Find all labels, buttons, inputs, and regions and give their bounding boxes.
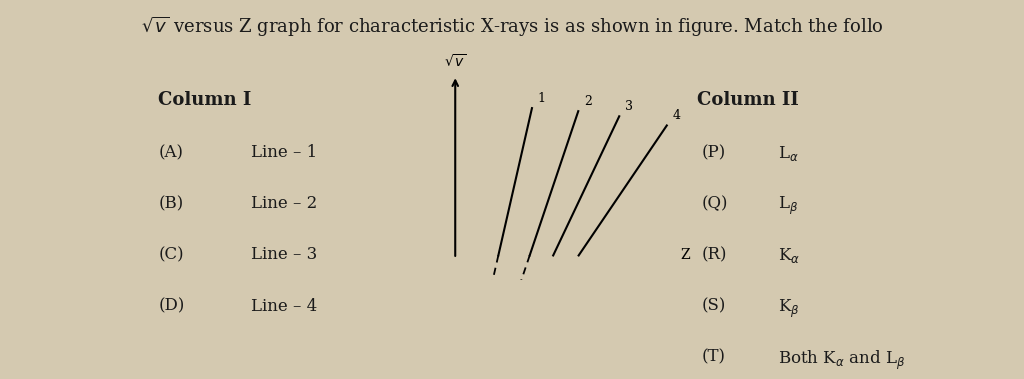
Text: (D): (D) <box>159 298 185 315</box>
Text: Line – 3: Line – 3 <box>251 246 317 263</box>
Text: 3: 3 <box>625 100 633 113</box>
Text: (A): (A) <box>159 144 183 161</box>
Text: L$_\beta$: L$_\beta$ <box>778 195 799 218</box>
Text: 1: 1 <box>538 92 546 105</box>
Text: L$_\alpha$: L$_\alpha$ <box>778 144 799 163</box>
Text: $\sqrt{v}$: $\sqrt{v}$ <box>444 53 467 70</box>
Text: K$_\alpha$: K$_\alpha$ <box>778 246 801 265</box>
Text: Both K$_\alpha$ and L$_\beta$: Both K$_\alpha$ and L$_\beta$ <box>778 349 906 372</box>
Text: 4: 4 <box>673 109 681 122</box>
Text: (C): (C) <box>159 246 184 263</box>
Text: Column I: Column I <box>158 91 252 109</box>
Text: Line – 1: Line – 1 <box>251 144 317 161</box>
Text: $\sqrt{v}$ versus Z graph for characteristic X-rays is as shown in figure. Match: $\sqrt{v}$ versus Z graph for characteri… <box>140 15 884 39</box>
Text: Line – 2: Line – 2 <box>251 195 317 212</box>
Text: 2: 2 <box>584 95 592 108</box>
Text: Column II: Column II <box>696 91 799 109</box>
Text: (R): (R) <box>701 246 727 263</box>
Text: Line – 4: Line – 4 <box>251 298 317 315</box>
Text: K$_\beta$: K$_\beta$ <box>778 298 800 320</box>
Text: Z: Z <box>681 249 690 262</box>
Text: (B): (B) <box>159 195 184 212</box>
Text: (Q): (Q) <box>701 195 728 212</box>
Text: (T): (T) <box>701 349 725 366</box>
Text: (P): (P) <box>701 144 726 161</box>
Text: (S): (S) <box>701 298 726 315</box>
